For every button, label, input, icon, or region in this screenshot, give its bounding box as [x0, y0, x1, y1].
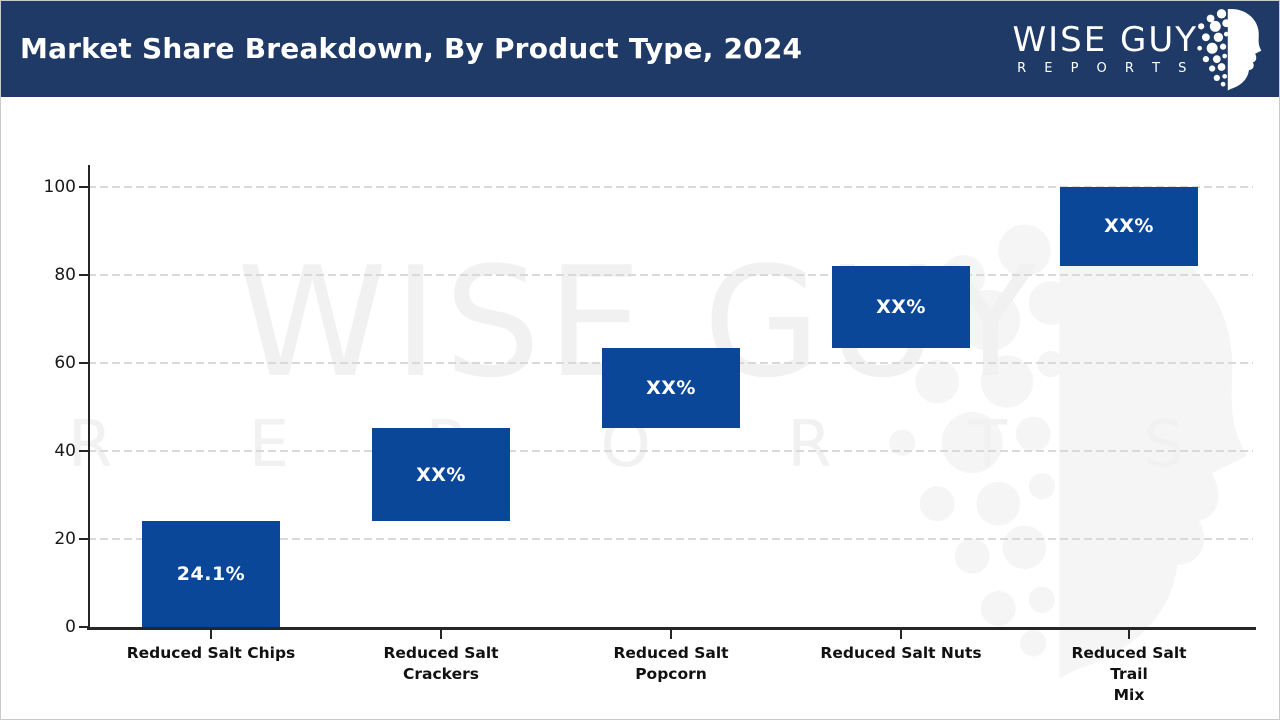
x-axis-category-label: Reduced Salt Popcorn: [613, 644, 729, 683]
wiseguy-face-icon: [1197, 8, 1262, 90]
bar-reduced-salt-trail-mix: XX%: [1060, 187, 1198, 266]
bar-reduced-salt-chips: 24.1%: [142, 520, 280, 627]
x-axis-category-label: Reduced Salt Trail Mix: [1071, 644, 1187, 704]
x-axis-tick-mark: [1128, 630, 1130, 639]
y-axis-tick-label: 80: [54, 265, 76, 285]
y-axis-tick-mark: [79, 186, 88, 188]
x-axis-category-label: Reduced Salt Crackers: [383, 644, 499, 683]
gridline-y100: [88, 186, 1253, 188]
gridline-y40: [88, 450, 1253, 452]
bar-value-label: XX%: [876, 295, 926, 318]
y-axis-tick-mark: [79, 538, 88, 540]
wiseguy-logo-subtitle: R E P O R T S: [1017, 60, 1194, 76]
x-axis-category-label: Reduced Salt Nuts: [820, 644, 982, 662]
bar-reduced-salt-popcorn: XX%: [602, 348, 740, 429]
x-axis-category-label: Reduced Salt Chips: [126, 644, 296, 662]
bar-value-label: XX%: [416, 463, 466, 486]
bar-value-label: XX%: [646, 377, 696, 400]
y-axis-tick-label: 40: [54, 441, 76, 461]
x-axis-tick-mark: [210, 630, 212, 639]
bar-value-label: XX%: [1104, 215, 1154, 238]
wiseguy-logo-text: WISE GUY R E P O R T S: [1012, 23, 1198, 75]
bar-value-label: 24.1%: [176, 562, 246, 585]
gridline-y80: [88, 274, 1253, 276]
y-axis-tick-mark: [79, 362, 88, 364]
y-axis-tick-label: 0: [65, 617, 76, 637]
wiseguy-logo: WISE GUY R E P O R T S: [1012, 6, 1280, 92]
y-axis-tick-label: 100: [43, 177, 76, 197]
y-axis-tick-mark: [79, 626, 88, 628]
bar-reduced-salt-nuts: XX%: [832, 265, 970, 349]
y-axis-tick-label: 60: [54, 353, 76, 373]
header-banner: Market Share Breakdown, By Product Type,…: [0, 0, 1280, 97]
page-title: Market Share Breakdown, By Product Type,…: [20, 32, 803, 65]
x-axis-tick-mark: [440, 630, 442, 639]
wiseguy-logo-wordmark: WISE GUY: [1012, 19, 1198, 60]
y-axis-line: [88, 165, 90, 629]
y-axis-tick-mark: [79, 450, 88, 452]
chart-area: WISE GUY R E P O R T S 0 20 40 60 80 100 24.1%…: [0, 97, 1280, 720]
bar-reduced-salt-crackers: XX%: [372, 428, 510, 521]
y-axis-tick-mark: [79, 274, 88, 276]
x-axis-tick-mark: [900, 630, 902, 639]
y-axis-tick-label: 20: [54, 529, 76, 549]
x-axis-tick-mark: [670, 630, 672, 639]
x-axis-line: [87, 627, 1256, 630]
gridline-y20: [88, 538, 1253, 540]
